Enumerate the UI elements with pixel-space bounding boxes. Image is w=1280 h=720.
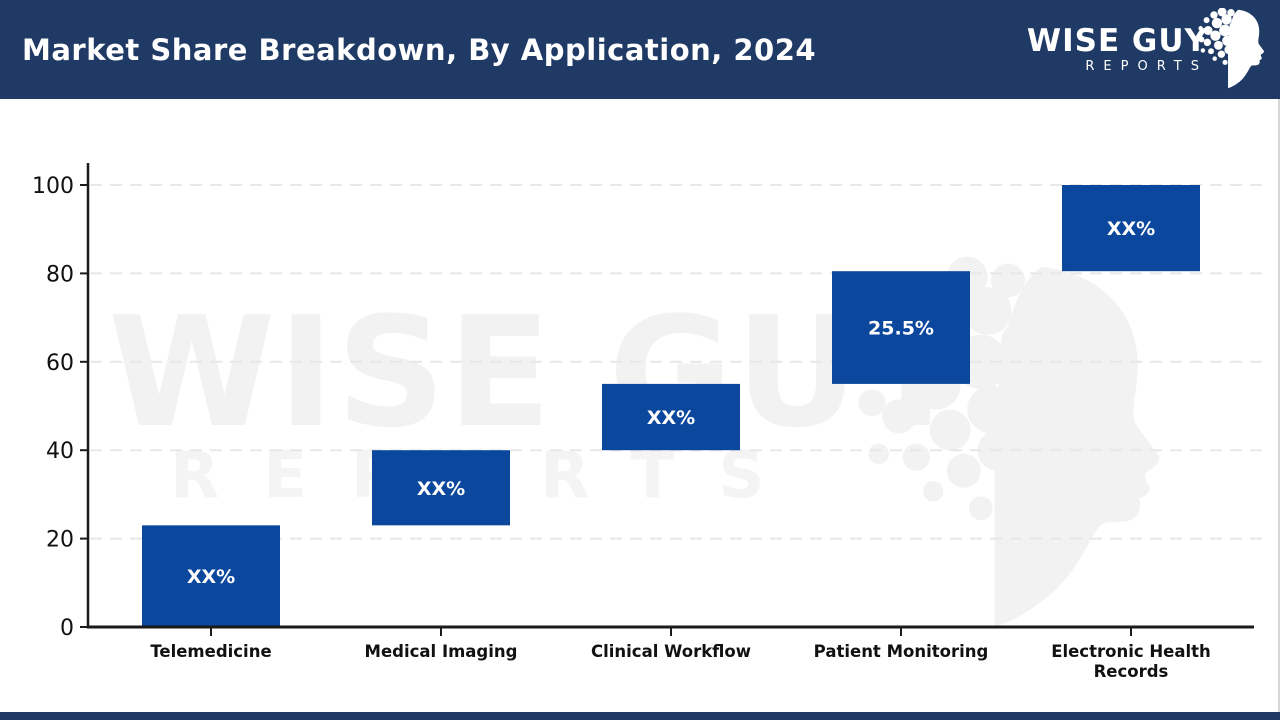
bar-label-1: XX% [417, 478, 465, 500]
x-tick-label-1: Medical Imaging [365, 642, 518, 661]
x-tick-label-4: Electronic Health [1051, 642, 1211, 661]
bar-2 [602, 383, 740, 451]
logo-text: WISE GUY REPORTS [1027, 24, 1208, 74]
bar-4 [1062, 185, 1200, 272]
y-tick-label-40: 40 [46, 439, 74, 464]
x-tick-label-3: Patient Monitoring [814, 642, 989, 661]
y-tick-label-20: 20 [46, 528, 74, 553]
y-tick-label-0: 0 [60, 616, 74, 641]
y-tick-label-60: 60 [46, 351, 74, 376]
x-tick-label-4: Records [1094, 662, 1169, 681]
bar-0 [142, 525, 280, 627]
watermark-wordmark: WISE GUY [108, 284, 973, 461]
logo-wordmark: WISE GUY [1026, 22, 1208, 59]
x-tick-label-2: Clinical Workflow [591, 642, 751, 661]
header: Market Share Breakdown, By Application, … [0, 0, 1280, 99]
bar-3 [832, 271, 970, 384]
y-tick-label-80: 80 [46, 262, 74, 287]
bar-label-2: XX% [647, 407, 695, 429]
x-tick-label-0: Telemedicine [150, 642, 271, 661]
y-tick-label-100: 100 [32, 174, 74, 199]
bar-label-4: XX% [1107, 218, 1155, 240]
bar-label-3: 25.5% [868, 318, 934, 340]
logo-subtitle: REPORTS [1085, 59, 1208, 75]
page-title: Market Share Breakdown, By Application, … [22, 32, 817, 67]
wise-guy-logo: WISE GUY REPORTS [1027, 8, 1268, 90]
content-right-border [1278, 99, 1280, 712]
bar-label-0: XX% [187, 566, 235, 588]
footer-strip [0, 712, 1280, 720]
bar-1 [372, 450, 510, 526]
